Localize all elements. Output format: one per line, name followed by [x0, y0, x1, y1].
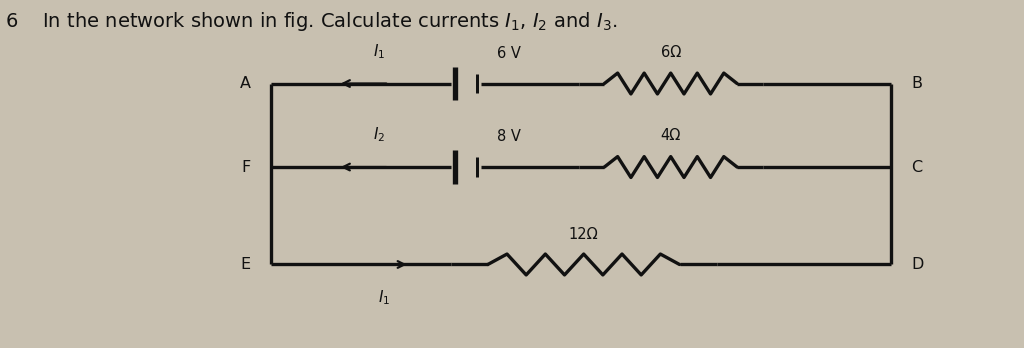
Text: 6    In the network shown in fig. Calculate currents $I_1$, $I_2$ and $I_3$.: 6 In the network shown in fig. Calculate…	[5, 10, 617, 33]
Text: F: F	[242, 159, 251, 175]
Text: $I_2$: $I_2$	[373, 126, 385, 144]
Text: $I_1$: $I_1$	[373, 42, 385, 61]
Text: D: D	[911, 257, 924, 272]
Text: 4Ω: 4Ω	[660, 128, 681, 143]
Text: A: A	[240, 76, 251, 91]
Text: 8 V: 8 V	[497, 129, 520, 144]
Text: 6 V: 6 V	[497, 46, 520, 61]
Text: E: E	[241, 257, 251, 272]
Text: 12Ω: 12Ω	[569, 227, 598, 242]
Text: $I_1$: $I_1$	[378, 288, 390, 307]
Text: B: B	[911, 76, 923, 91]
Text: C: C	[911, 159, 923, 175]
Text: 6Ω: 6Ω	[660, 45, 681, 60]
